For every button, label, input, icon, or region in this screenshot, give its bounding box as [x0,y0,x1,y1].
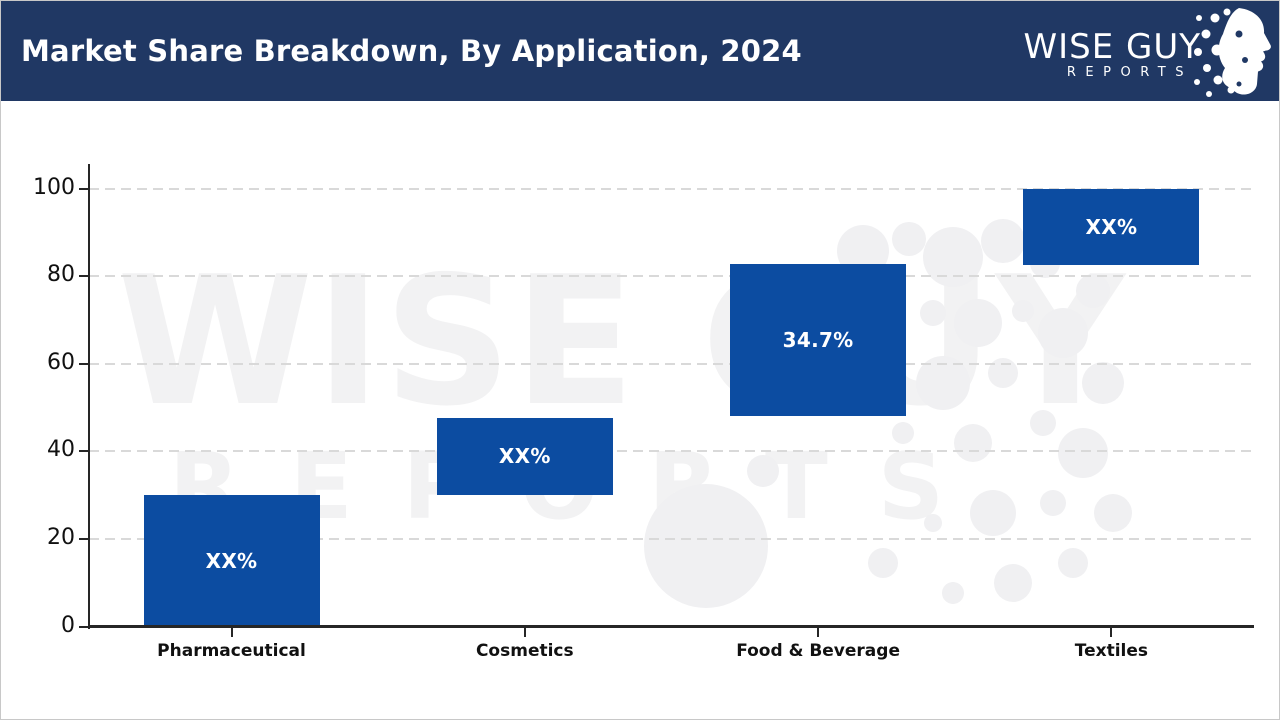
y-tick-mark [79,362,89,365]
gridline-20 [89,537,1254,540]
bar-food-beverage: 34.7% [730,264,907,417]
logo-face-icon [1194,8,1271,97]
gridline-60 [89,362,1254,365]
page-title: Market Share Breakdown, By Application, … [21,34,802,68]
logo-wordmark: WISE GUY [1023,27,1201,67]
y-tick-mark [79,275,89,278]
y-tick-mark [79,625,89,628]
x-tick-mark [817,628,820,637]
category-label: Food & Beverage [736,641,900,661]
x-tick-mark [1110,628,1113,637]
y-tick-label: 40 [47,437,75,463]
y-tick-label: 80 [47,262,75,288]
logo-subtitle: REPORTS [1066,65,1193,80]
bar-value-label: 34.7% [782,328,854,353]
y-tick-label: 60 [47,349,75,375]
bar-value-label: XX% [1085,214,1138,239]
y-tick-mark [79,450,89,453]
y-tick-label: 20 [47,524,75,550]
gridline-40 [89,450,1254,453]
x-tick-mark [230,628,233,637]
bar-value-label: XX% [205,548,258,573]
bar-cosmetics: XX% [436,417,613,496]
wise-guy-reports-logo: WISE GUY REPORTS [991,1,1271,101]
x-axis-line [87,625,1254,629]
header-banner: Market Share Breakdown, By Application, … [1,1,1279,101]
bar-textiles: XX% [1023,188,1200,266]
category-label: Pharmaceutical [157,641,306,661]
category-label: Textiles [1074,641,1149,661]
y-axis-line [87,164,90,629]
bar-pharmaceutical: XX% [143,495,320,627]
bar-value-label: XX% [498,444,551,469]
y-tick-label: 0 [61,612,75,638]
category-label: Cosmetics [475,641,574,661]
y-tick-mark [79,187,89,190]
gridline-100 [89,187,1254,190]
y-tick-label: 100 [33,174,75,200]
x-tick-mark [523,628,526,637]
gridline-80 [89,275,1254,278]
chart-area: WISE GUY REPORTS [1,101,1279,719]
y-tick-mark [79,537,89,540]
